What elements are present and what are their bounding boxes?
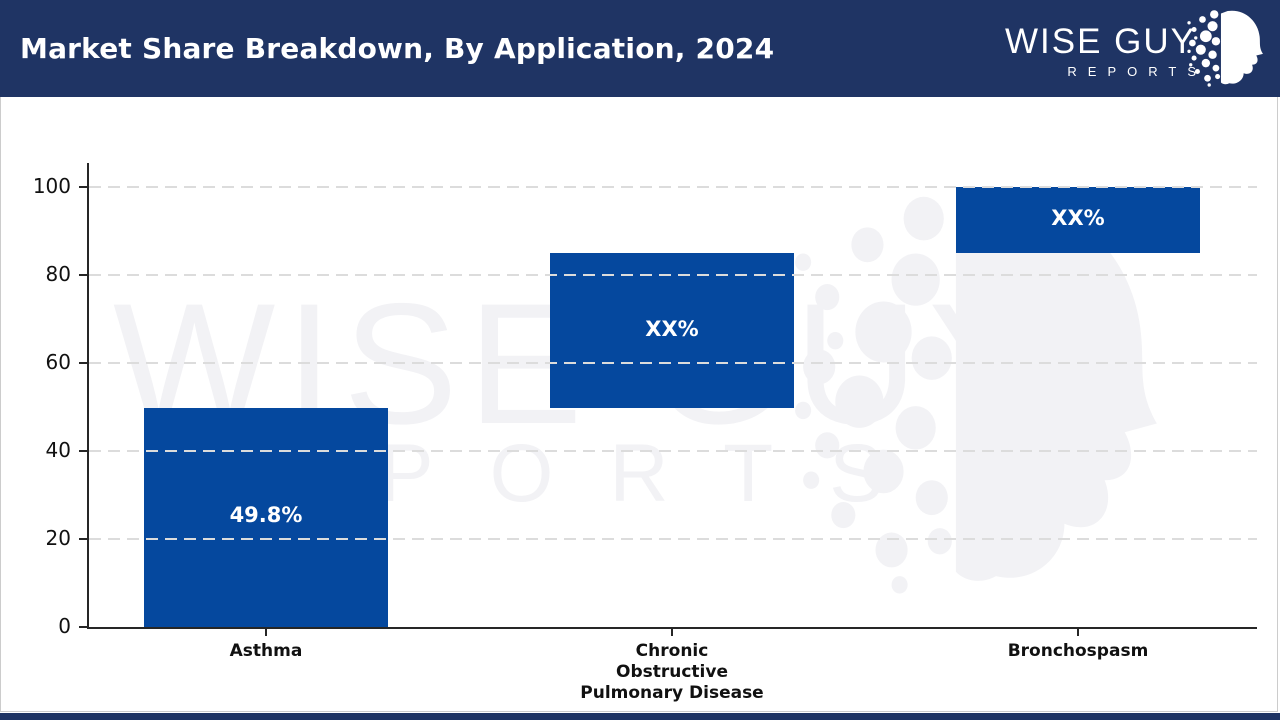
- y-tick: [79, 538, 87, 540]
- bar: [144, 407, 388, 627]
- y-tick: [79, 450, 87, 452]
- gridline: [89, 186, 1257, 188]
- bar-label: XX%: [1051, 206, 1105, 231]
- y-tick-label: 100: [32, 174, 71, 198]
- bar: [550, 253, 794, 408]
- x-tick-label: Chronic Obstructive Pulmonary Disease: [512, 641, 832, 704]
- x-tick: [265, 629, 267, 636]
- bar-label: XX%: [645, 316, 699, 341]
- logo-text: WISE GUY REPORTS: [1004, 22, 1196, 80]
- y-tick: [79, 274, 87, 276]
- x-tick: [671, 629, 673, 636]
- x-tick-label: Bronchospasm: [918, 641, 1238, 662]
- x-tick-label-line: Chronic: [635, 641, 709, 661]
- x-tick-label-line: Obstructive: [616, 662, 728, 682]
- y-tick-label: 40: [45, 438, 71, 462]
- y-axis-line: [87, 163, 89, 629]
- x-tick-label-line: Bronchospasm: [1007, 641, 1149, 661]
- x-tick-label-line: Asthma: [229, 641, 303, 661]
- y-tick-label: 60: [45, 350, 71, 374]
- wiseguy-logo: WISE GUY REPORTS: [1005, 6, 1270, 90]
- gridline: [89, 274, 1257, 276]
- y-tick-label: 20: [45, 526, 71, 550]
- page-title: Market Share Breakdown, By Application, …: [20, 32, 775, 65]
- gridline: [89, 538, 1257, 540]
- gridline: [89, 450, 1257, 452]
- logo-head-icon: [1187, 10, 1263, 87]
- bar-label: 49.8%: [229, 503, 303, 528]
- plot-area: 49.8% Asthma XX% Chronic Obstructive Pulmonar…: [33, 163, 1257, 703]
- x-tick: [1077, 629, 1079, 636]
- x-axis-line: [87, 627, 1257, 629]
- y-tick-label: 0: [58, 614, 71, 638]
- x-tick-label: Asthma: [106, 641, 426, 662]
- header: Market Share Breakdown, By Application, …: [0, 0, 1280, 97]
- y-tick: [79, 626, 87, 628]
- gridline: [89, 362, 1257, 364]
- logo-subtitle: REPORTS: [1067, 64, 1207, 79]
- y-tick: [79, 186, 87, 188]
- y-tick: [79, 362, 87, 364]
- logo-wordmark: WISE GUY: [1004, 22, 1196, 61]
- y-tick-label: 80: [45, 262, 71, 286]
- x-tick-label-line: Pulmonary Disease: [580, 683, 764, 703]
- footer-bar: [0, 713, 1280, 720]
- chart-card: WISE GUY REPORTS 49.8% Asthma XX% Chronic Ob…: [0, 97, 1278, 712]
